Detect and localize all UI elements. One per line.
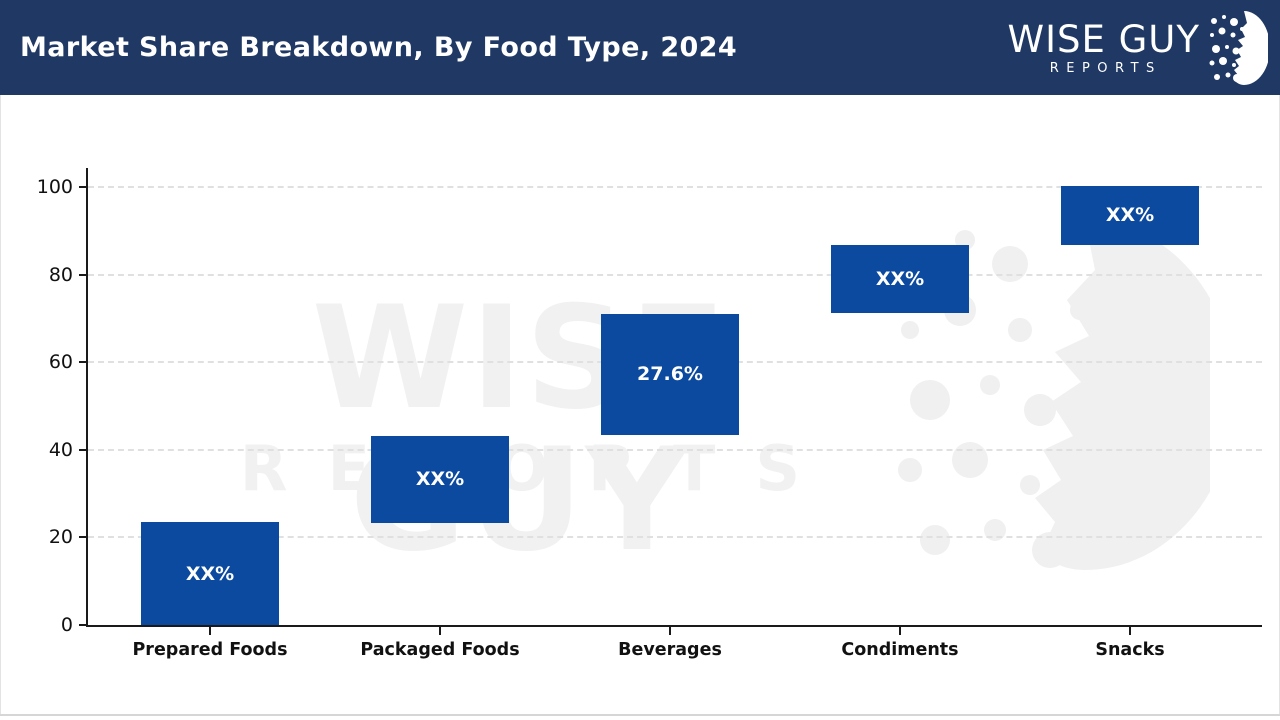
x-tick-label-prepared-foods: Prepared Foods bbox=[132, 640, 288, 660]
x-tick-mark-1 bbox=[209, 627, 211, 635]
y-tick-label-80: 80 bbox=[48, 263, 73, 286]
bar-beverages: 27.6% bbox=[601, 314, 739, 435]
y-tick-label-100: 100 bbox=[36, 176, 73, 198]
bar-value-label: XX% bbox=[185, 562, 235, 585]
bar-value-label: 27.6% bbox=[637, 363, 703, 386]
logo-head-profile-icon bbox=[1209, 10, 1268, 85]
x-tick-label-packaged-foods: Packaged Foods bbox=[360, 640, 520, 660]
y-tick-label-60: 60 bbox=[48, 351, 73, 374]
y-tick-label-40: 40 bbox=[48, 438, 73, 461]
left-edge bbox=[0, 95, 1, 715]
bar-packaged-foods: XX% bbox=[371, 435, 509, 523]
x-tick-mark-3 bbox=[669, 627, 671, 635]
x-tick-mark-5 bbox=[1129, 627, 1131, 635]
bar-prepared-foods: XX% bbox=[141, 522, 279, 625]
gridline-20 bbox=[88, 536, 1262, 539]
y-tick-mark-80 bbox=[79, 273, 88, 276]
gridline-40 bbox=[88, 448, 1262, 451]
logo-subtitle: REPORTS bbox=[1049, 60, 1162, 76]
bottom-edge bbox=[0, 714, 1280, 716]
x-tick-label-snacks: Snacks bbox=[1095, 640, 1165, 660]
bar-value-label: XX% bbox=[1105, 204, 1155, 227]
x-axis-spine bbox=[86, 625, 1262, 627]
x-tick-mark-4 bbox=[899, 627, 901, 635]
y-tick-mark-0 bbox=[79, 624, 88, 626]
bar-condiments: XX% bbox=[831, 244, 969, 314]
gridline-80 bbox=[88, 273, 1262, 276]
gridline-100 bbox=[88, 186, 1262, 188]
x-tick-mark-2 bbox=[439, 627, 441, 635]
bar-value-label: XX% bbox=[415, 468, 465, 491]
y-tick-label-20: 20 bbox=[48, 526, 73, 549]
y-tick-mark-40 bbox=[79, 448, 88, 451]
wise-guy-reports-logo: WISE GUY REPORTS bbox=[1008, 0, 1268, 95]
y-tick-mark-60 bbox=[79, 361, 88, 364]
y-tick-mark-100 bbox=[79, 186, 88, 188]
page-title: Market Share Breakdown, By Food Type, 20… bbox=[20, 32, 738, 63]
logo-wordmark: WISE GUY bbox=[1007, 17, 1200, 61]
bar-value-label: XX% bbox=[875, 267, 925, 290]
bar-snacks: XX% bbox=[1061, 186, 1199, 245]
header-band: Market Share Breakdown, By Food Type, 20… bbox=[0, 0, 1280, 95]
x-tick-label-beverages: Beverages bbox=[618, 640, 722, 660]
y-axis-spine bbox=[86, 168, 88, 627]
y-tick-mark-20 bbox=[79, 536, 88, 539]
y-tick-label-0: 0 bbox=[60, 614, 73, 636]
x-tick-label-condiments: Condiments bbox=[841, 640, 959, 660]
logo-text: WISE GUY REPORTS bbox=[1008, 21, 1200, 75]
